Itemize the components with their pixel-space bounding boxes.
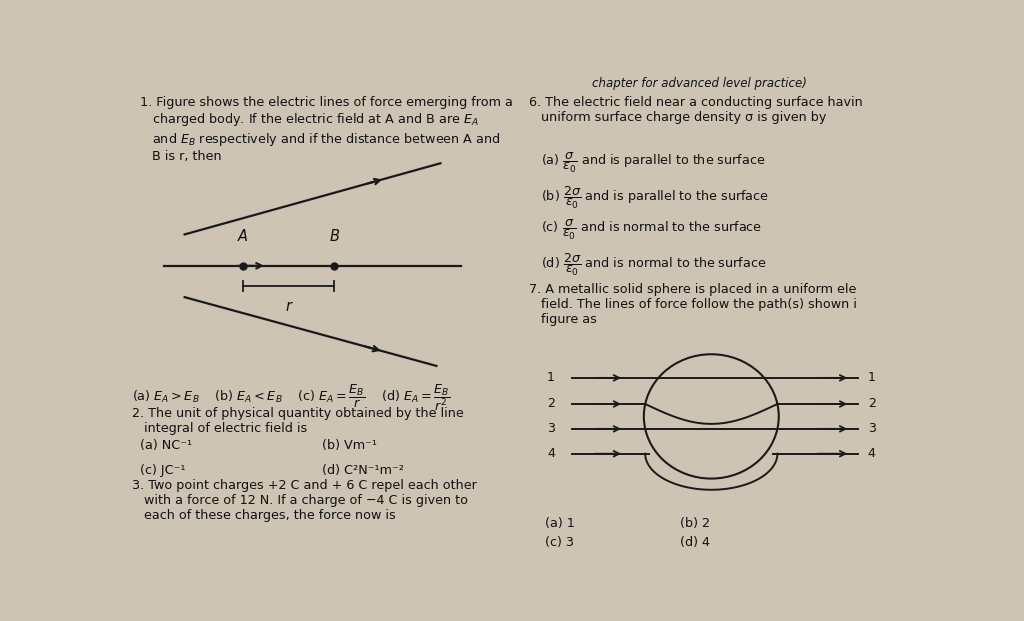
Text: chapter for advanced level practice): chapter for advanced level practice): [592, 77, 807, 90]
Text: (c) $\dfrac{\sigma}{\varepsilon_0}$ and is normal to the surface: (c) $\dfrac{\sigma}{\varepsilon_0}$ and …: [541, 218, 762, 242]
Text: B: B: [330, 229, 339, 244]
Text: (a) $E_A >E_B$    (b) $E_A <E_B$    (c) $E_A =\dfrac{E_B}{r}$    (d) $E_A =\dfra: (a) $E_A >E_B$ (b) $E_A <E_B$ (c) $E_A =…: [132, 383, 450, 413]
Text: (a) NC⁻¹: (a) NC⁻¹: [140, 439, 193, 452]
Text: 4: 4: [547, 447, 555, 460]
Text: (b) $\dfrac{2\sigma}{\varepsilon_0}$ and is parallel to the surface: (b) $\dfrac{2\sigma}{\varepsilon_0}$ and…: [541, 184, 769, 211]
Text: (b) Vm⁻¹: (b) Vm⁻¹: [323, 439, 378, 452]
Text: 1: 1: [867, 371, 876, 384]
Text: 2. The unit of physical quantity obtained by the line
   integral of electric fi: 2. The unit of physical quantity obtaine…: [132, 407, 464, 435]
Text: 1: 1: [547, 371, 555, 384]
Text: (c) JC⁻¹: (c) JC⁻¹: [140, 465, 185, 477]
Text: 6. The electric field near a conducting surface havin
   uniform surface charge : 6. The electric field near a conducting …: [528, 96, 862, 124]
Text: 3. Two point charges +2 C and + 6 C repel each other
   with a force of 12 N. If: 3. Two point charges +2 C and + 6 C repe…: [132, 479, 477, 522]
Text: (d) $\dfrac{2\sigma}{\varepsilon_0}$ and is normal to the surface: (d) $\dfrac{2\sigma}{\varepsilon_0}$ and…: [541, 252, 766, 278]
Text: 7. A metallic solid sphere is placed in a uniform ele
   field. The lines of for: 7. A metallic solid sphere is placed in …: [528, 283, 857, 325]
Text: 3: 3: [867, 422, 876, 435]
Text: 2: 2: [547, 397, 555, 410]
Text: (a) $\dfrac{\sigma}{\varepsilon_0}$ and is parallel to the surface: (a) $\dfrac{\sigma}{\varepsilon_0}$ and …: [541, 151, 765, 175]
Text: (b) 2: (b) 2: [680, 517, 710, 530]
Text: 4: 4: [867, 447, 876, 460]
Text: (c) 3: (c) 3: [545, 536, 573, 549]
Text: r: r: [286, 299, 292, 314]
Text: (d) C²N⁻¹m⁻²: (d) C²N⁻¹m⁻²: [323, 465, 404, 477]
Text: 2: 2: [867, 397, 876, 410]
Text: (a) 1: (a) 1: [545, 517, 574, 530]
Text: 1. Figure shows the electric lines of force emerging from a
   charged body. If : 1. Figure shows the electric lines of fo…: [140, 96, 513, 163]
Text: 3: 3: [547, 422, 555, 435]
Text: (d) 4: (d) 4: [680, 536, 710, 549]
Text: A: A: [238, 229, 248, 244]
